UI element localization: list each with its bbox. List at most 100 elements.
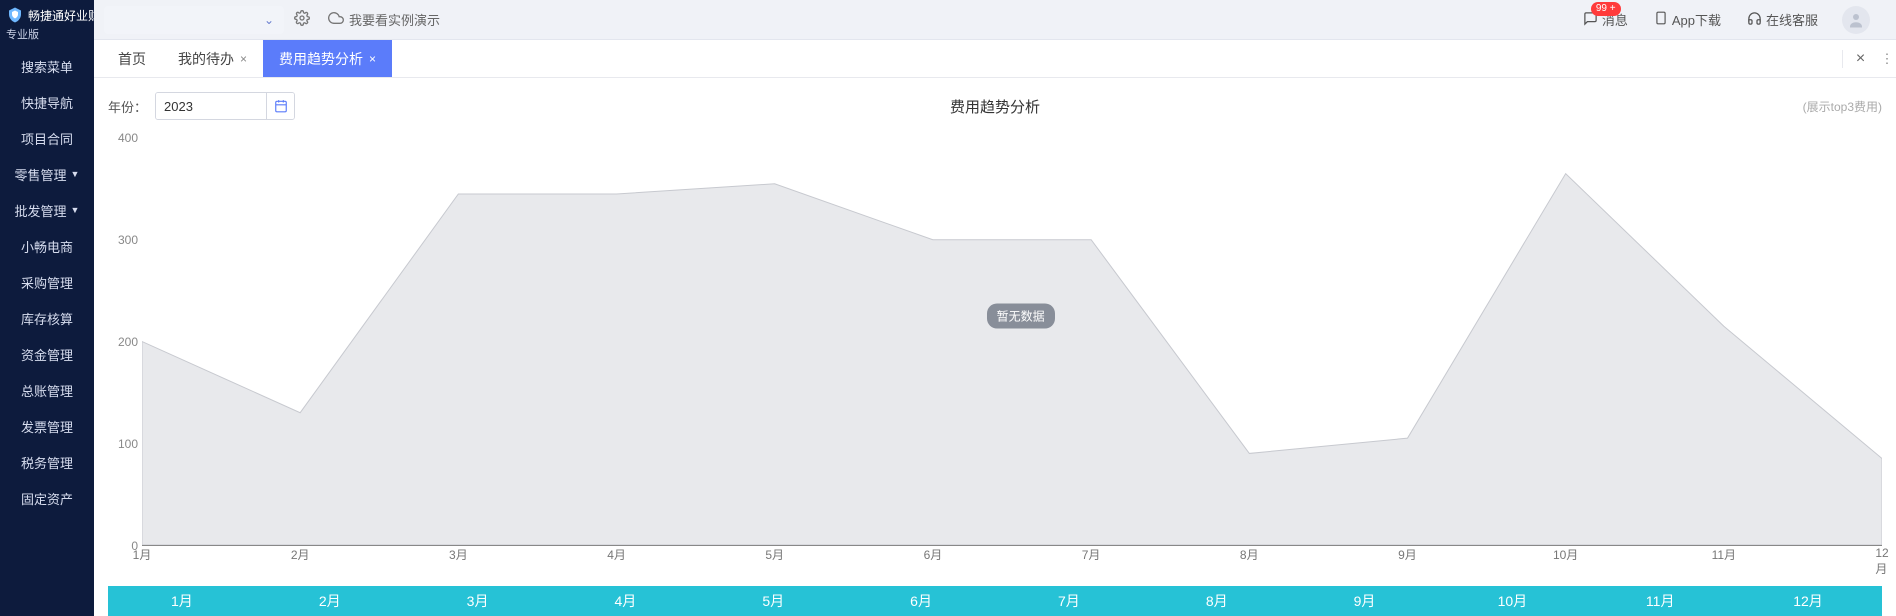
x-tick: 12月 <box>1875 546 1888 577</box>
x-tick: 10月 <box>1553 546 1578 563</box>
x-axis: 1月2月3月4月5月6月7月8月9月10月11月12月 <box>142 546 1882 564</box>
sidebar-item-label: 零售管理 <box>15 165 67 184</box>
sidebar-item-label: 固定资产 <box>21 489 73 508</box>
sidebar-item-label: 采购管理 <box>21 273 73 292</box>
org-selector[interactable]: ⌄ <box>104 6 284 34</box>
month-cell-12[interactable]: 12月 <box>1734 586 1882 616</box>
sidebar-item-label: 发票管理 <box>21 417 73 436</box>
headset-icon <box>1747 11 1762 29</box>
demo-link[interactable]: 我要看实例演示 <box>328 10 440 29</box>
tab-0[interactable]: 首页 <box>102 40 162 77</box>
messages-button[interactable]: 99 + 消息 <box>1583 10 1628 29</box>
tabs-bar: 首页 我的待办 × 费用趋势分析 × × ⋮ <box>94 40 1896 78</box>
sidebar-item-label: 项目合同 <box>21 129 73 148</box>
sidebar-item-9[interactable]: 总账管理 <box>0 372 94 408</box>
x-tick: 1月 <box>133 546 152 563</box>
customer-service-button[interactable]: 在线客服 <box>1747 10 1818 29</box>
app-download-label: App下载 <box>1672 10 1721 29</box>
y-tick: 200 <box>118 335 138 349</box>
sidebar-item-3[interactable]: 零售管理 ▼ <box>0 156 94 192</box>
x-tick: 8月 <box>1240 546 1259 563</box>
content-area: 年份： 费用趋势分析 (展示top3费用) 0100200300400 暂无数据… <box>94 78 1896 616</box>
sidebar-item-8[interactable]: 资金管理 <box>0 336 94 372</box>
sidebar-item-6[interactable]: 采购管理 <box>0 264 94 300</box>
sidebar-menu: 搜索菜单快捷导航项目合同零售管理 ▼ 批发管理 ▼ 小畅电商采购管理库存核算资金管理总账… <box>0 48 94 516</box>
avatar[interactable] <box>1842 6 1870 34</box>
month-cell-2[interactable]: 2月 <box>256 586 404 616</box>
tab-label: 首页 <box>118 49 146 69</box>
topbar: ⌄ 我要看实例演示 99 + 消息 <box>94 0 1896 40</box>
sidebar-item-label: 搜索菜单 <box>21 57 73 76</box>
sidebar-item-label: 库存核算 <box>21 309 73 328</box>
tab-2[interactable]: 费用趋势分析 × <box>263 40 392 77</box>
month-cell-9[interactable]: 9月 <box>1291 586 1439 616</box>
sidebar-item-12[interactable]: 固定资产 <box>0 480 94 516</box>
sidebar-item-label: 资金管理 <box>21 345 73 364</box>
sidebar-item-2[interactable]: 项目合同 <box>0 120 94 156</box>
x-tick: 11月 <box>1712 546 1736 563</box>
sidebar-item-0[interactable]: 搜索菜单 <box>0 48 94 84</box>
month-cell-4[interactable]: 4月 <box>551 586 699 616</box>
gear-icon[interactable] <box>294 10 310 30</box>
tabs-more-button[interactable]: ⋮ <box>1878 51 1896 67</box>
month-cell-7[interactable]: 7月 <box>995 586 1143 616</box>
chart-title: 费用趋势分析 <box>950 96 1040 117</box>
y-tick: 400 <box>118 131 138 145</box>
brand-edition: 专业版 <box>0 26 94 48</box>
phone-icon <box>1654 11 1668 28</box>
caret-down-icon: ▼ <box>71 169 80 179</box>
sidebar-item-label: 税务管理 <box>21 453 73 472</box>
year-input[interactable] <box>156 93 266 119</box>
close-icon[interactable]: × <box>369 52 376 66</box>
month-cell-6[interactable]: 6月 <box>847 586 995 616</box>
close-icon[interactable]: × <box>240 52 247 66</box>
month-cell-11[interactable]: 11月 <box>1586 586 1734 616</box>
brand-logo: 畅捷通好业财 <box>0 0 94 26</box>
sidebar-item-4[interactable]: 批发管理 ▼ <box>0 192 94 228</box>
sidebar-item-label: 批发管理 <box>15 201 67 220</box>
sidebar-item-5[interactable]: 小畅电商 <box>0 228 94 264</box>
chart-tooltip: 暂无数据 <box>987 304 1055 329</box>
month-cell-1[interactable]: 1月 <box>108 586 256 616</box>
tab-label: 费用趋势分析 <box>279 49 363 69</box>
x-tick: 3月 <box>449 546 468 563</box>
y-axis: 0100200300400 <box>108 138 142 546</box>
plot-area: 暂无数据 <box>142 138 1882 546</box>
x-tick: 5月 <box>765 546 784 563</box>
month-cell-10[interactable]: 10月 <box>1438 586 1586 616</box>
sidebar: 畅捷通好业财 专业版 搜索菜单快捷导航项目合同零售管理 ▼ 批发管理 ▼ 小畅电商采购管… <box>0 0 94 616</box>
caret-down-icon: ▼ <box>71 205 80 215</box>
tabs-close-button[interactable]: × <box>1842 50 1878 68</box>
chevron-down-icon: ⌄ <box>264 13 274 27</box>
month-strip: 1月2月3月4月5月6月7月8月9月10月11月12月 <box>108 586 1882 616</box>
tab-1[interactable]: 我的待办 × <box>162 40 263 77</box>
x-tick: 4月 <box>607 546 626 563</box>
month-cell-8[interactable]: 8月 <box>1143 586 1291 616</box>
sidebar-item-label: 总账管理 <box>21 381 73 400</box>
sidebar-item-label: 快捷导航 <box>21 93 73 112</box>
chart-hint: (展示top3费用) <box>1803 98 1882 115</box>
calendar-icon[interactable] <box>266 93 294 119</box>
x-tick: 6月 <box>924 546 943 563</box>
chart: 0100200300400 暂无数据 1月2月3月4月5月6月7月8月9月10月… <box>108 138 1882 586</box>
month-cell-3[interactable]: 3月 <box>404 586 552 616</box>
brand-name: 畅捷通好业财 <box>28 7 100 24</box>
sidebar-item-10[interactable]: 发票管理 <box>0 408 94 444</box>
sidebar-item-label: 小畅电商 <box>21 237 73 256</box>
year-input-group <box>155 92 295 120</box>
messages-badge: 99 + <box>1591 2 1621 16</box>
demo-link-label: 我要看实例演示 <box>349 10 440 29</box>
sidebar-item-1[interactable]: 快捷导航 <box>0 84 94 120</box>
y-tick: 300 <box>118 233 138 247</box>
customer-service-label: 在线客服 <box>1766 10 1818 29</box>
brand-icon <box>6 6 24 24</box>
sidebar-item-7[interactable]: 库存核算 <box>0 300 94 336</box>
filter-row: 年份： 费用趋势分析 (展示top3费用) <box>108 92 1882 120</box>
tab-label: 我的待办 <box>178 49 234 69</box>
sidebar-item-11[interactable]: 税务管理 <box>0 444 94 480</box>
x-tick: 7月 <box>1082 546 1101 563</box>
x-tick: 2月 <box>291 546 310 563</box>
month-cell-5[interactable]: 5月 <box>699 586 847 616</box>
year-label: 年份： <box>108 97 147 116</box>
app-download-button[interactable]: App下载 <box>1654 10 1721 29</box>
